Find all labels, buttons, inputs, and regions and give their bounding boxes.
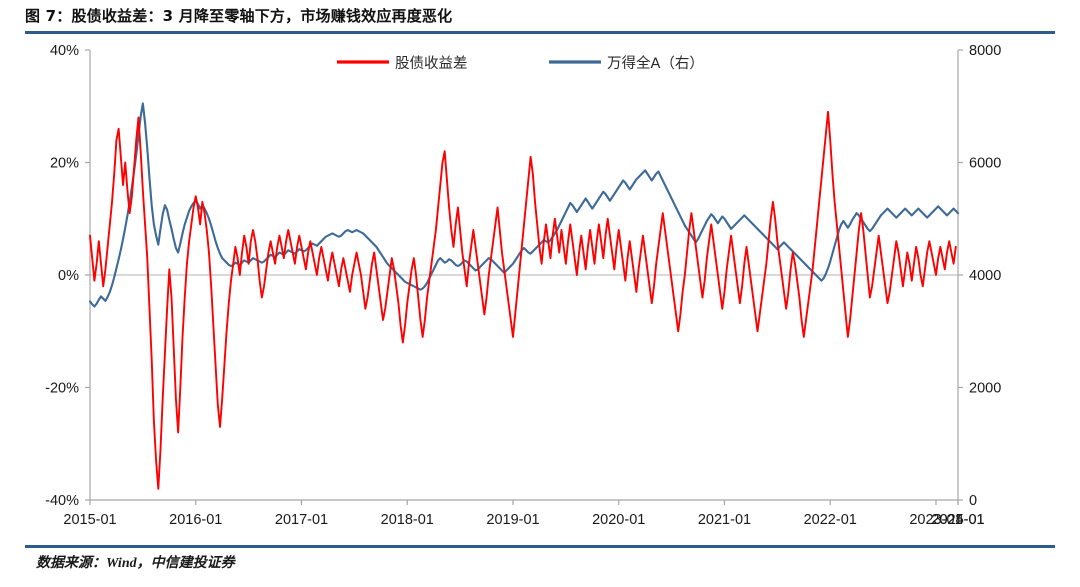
x-axis-tick-label: 2017-01: [275, 512, 328, 528]
footer-divider: [25, 545, 1055, 548]
series-line-equity-bond-spread: [89, 110, 957, 490]
left-axis-tick-label: -40%: [45, 493, 79, 509]
chart-plot-area: 股债收益差 万得全A（右） 40% 20% 0% -20% -40% 8000 6000 400…: [0, 36, 1080, 541]
page-title: 图 7：股债收益差：3 月降至零轴下方，市场赚钱效应再度恶化: [25, 7, 453, 25]
x-axis-tick-label: 2018-01: [381, 512, 434, 528]
source-note: 数据来源：Wind，中信建投证券: [36, 556, 235, 571]
chart-legend: 股债收益差 万得全A（右）: [337, 54, 704, 72]
chart-series: [88, 102, 960, 490]
x-axis-tick-label: 2016-01: [169, 512, 222, 528]
chart-svg: 股债收益差 万得全A（右） 40% 20% 0% -20% -40% 8000 6000 400…: [45, 43, 1001, 528]
x-axis-tick-label: 2015-01: [63, 512, 116, 528]
series-line-wind-all-a: [88, 102, 960, 308]
chart-axes: 40% 20% 0% -20% -40% 8000 6000 4000 2000 0 2015-01…: [45, 43, 1001, 528]
right-axis-tick-label: 8000: [969, 43, 1001, 59]
right-axis-tick-label: 4000: [969, 268, 1001, 284]
title-divider: [25, 31, 1055, 34]
x-axis-tick-label: 2025-01: [931, 512, 984, 528]
right-axis-tick-label: 6000: [969, 156, 1001, 172]
left-axis-tick-label: -20%: [45, 381, 79, 397]
x-axis-tick-label: 2021-01: [698, 512, 751, 528]
legend-label-equity-bond-spread: 股债收益差: [395, 55, 468, 72]
left-axis-tick-label: 0%: [58, 268, 79, 284]
left-axis-tick-label: 40%: [50, 43, 79, 59]
right-axis-tick-label: 2000: [969, 381, 1001, 397]
x-axis-tick-label: 2022-01: [804, 512, 857, 528]
x-axis-tick-label: 2019-01: [486, 512, 539, 528]
legend-label-wind-all-a: 万得全A（右）: [607, 54, 704, 72]
x-axis-tick-label: 2024-01: [931, 512, 984, 528]
left-axis-tick-label: 20%: [50, 156, 79, 172]
right-axis-tick-label: 0: [969, 493, 977, 509]
x-axis-tick-label: 2023-01: [909, 512, 962, 528]
title-block: 图 7：股债收益差：3 月降至零轴下方，市场赚钱效应再度恶化: [25, 6, 1055, 36]
x-axis-tick-label: 2020-01: [592, 512, 645, 528]
